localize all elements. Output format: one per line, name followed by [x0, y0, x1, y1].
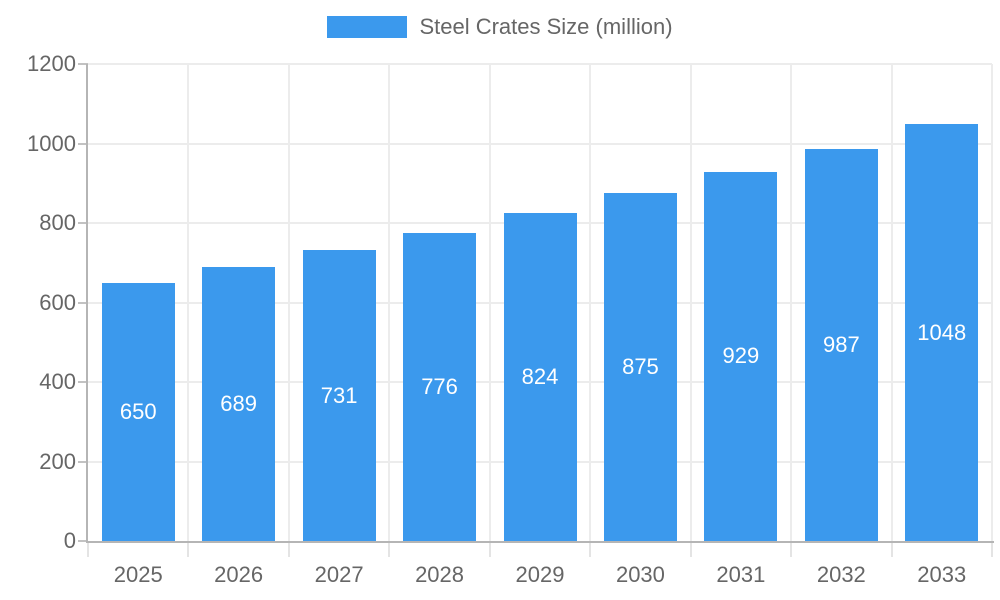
bar-value-label: 929	[722, 343, 760, 369]
y-axis-label-400: 400	[39, 369, 76, 394]
bar-value-label: 731	[320, 382, 358, 408]
x-axis-label-2030: 2030	[615, 562, 665, 587]
x-gridline-8	[890, 64, 893, 541]
x-gridline-7	[790, 64, 793, 541]
bar-value-label: 987	[822, 331, 860, 357]
y-axis-label-1000: 1000	[27, 130, 76, 156]
x-axis-label-2027: 2027	[314, 562, 364, 587]
x-tick-2	[287, 541, 290, 557]
legend-label: Steel Crates Size (million)	[419, 14, 673, 39]
x-axis-label-2028: 2028	[415, 562, 465, 587]
x-tick-7	[790, 541, 793, 557]
legend-swatch	[327, 16, 408, 38]
x-axis-line	[86, 541, 994, 543]
y-axis-label-600: 600	[39, 289, 76, 315]
legend-item-steel-crates[interactable]: Steel Crates Size (million)	[327, 14, 673, 40]
x-gridline-1	[187, 64, 190, 541]
x-axis-label-2033: 2033	[917, 562, 967, 587]
x-tick-8	[890, 541, 893, 557]
x-gridline-5	[589, 64, 592, 541]
x-tick-5	[589, 541, 592, 557]
y-tick-600	[78, 301, 88, 304]
bar-2032[interactable]: 987	[804, 148, 878, 541]
y-axis-label-200: 200	[39, 448, 76, 474]
x-gridline-6	[689, 64, 692, 541]
bar-value-label: 650	[119, 398, 157, 424]
bar-2026[interactable]: 689	[202, 267, 276, 541]
x-tick-0	[87, 541, 89, 557]
x-axis-label-2025: 2025	[113, 562, 163, 587]
bar-2031[interactable]: 929	[704, 171, 778, 541]
x-axis-label-2026: 2026	[214, 562, 264, 587]
x-tick-4	[488, 541, 491, 557]
x-axis-label-2032: 2032	[816, 562, 866, 587]
bar-value-label: 776	[421, 373, 458, 399]
bar-value-label: 824	[521, 364, 559, 390]
x-tick-6	[689, 541, 692, 557]
x-gridline-9	[991, 64, 993, 541]
bar-2029[interactable]: 824	[503, 213, 577, 541]
y-axis-label-0: 0	[63, 528, 76, 553]
bar-value-label: 875	[622, 354, 659, 380]
bar-2025[interactable]: 650	[101, 282, 175, 541]
bar-2027[interactable]: 731	[302, 250, 376, 541]
bar-value-label: 1048	[917, 319, 967, 345]
y-axis-label-800: 800	[39, 210, 76, 235]
bar-2033[interactable]: 1048	[905, 124, 979, 541]
y-tick-200	[78, 460, 88, 463]
x-tick-9	[991, 541, 993, 557]
bar-value-label: 689	[220, 391, 258, 417]
x-axis-label-2029: 2029	[515, 562, 565, 587]
y-gridline-1000	[88, 142, 992, 145]
x-axis-label-2031: 2031	[716, 562, 766, 587]
y-tick-0	[78, 540, 88, 542]
x-tick-1	[187, 541, 190, 557]
y-tick-800	[78, 222, 88, 224]
y-axis-label-1200: 1200	[27, 51, 76, 76]
bar-2028[interactable]: 776	[403, 232, 477, 541]
x-gridline-4	[488, 64, 491, 541]
x-tick-3	[388, 541, 391, 557]
y-tick-400	[78, 381, 88, 383]
y-gridline-1200	[88, 63, 992, 65]
y-tick-1000	[78, 142, 88, 145]
chart-legend: Steel Crates Size (million)	[0, 14, 1000, 40]
x-gridline-3	[388, 64, 391, 541]
y-tick-1200	[78, 63, 88, 65]
y-axis-line	[86, 64, 88, 543]
bar-2030[interactable]: 875	[603, 193, 677, 541]
x-gridline-2	[287, 64, 290, 541]
